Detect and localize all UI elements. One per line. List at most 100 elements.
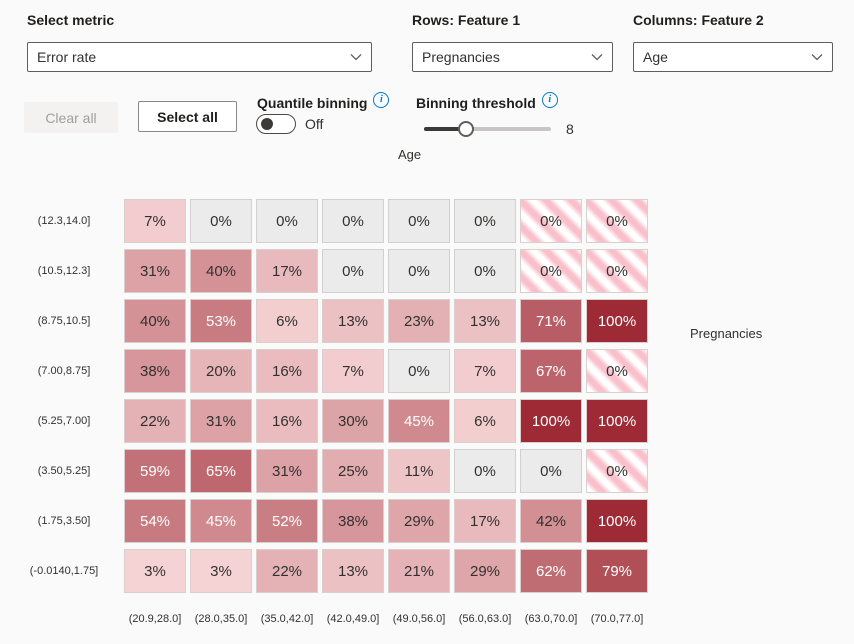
heatmap-cell[interactable]: 6% bbox=[454, 399, 516, 443]
quantile-binning-group: Quantile binning bbox=[257, 92, 390, 111]
quantile-binning-label: Quantile binning bbox=[257, 95, 368, 111]
clear-all-button[interactable]: Clear all bbox=[24, 102, 118, 133]
heatmap-cell[interactable]: 0% bbox=[190, 199, 252, 243]
heatmap-cell[interactable]: 42% bbox=[520, 499, 582, 543]
heatmap-cell[interactable]: 3% bbox=[124, 549, 186, 593]
heatmap-cell[interactable]: 0% bbox=[520, 199, 582, 243]
heatmap-cell[interactable]: 54% bbox=[124, 499, 186, 543]
heatmap-cell[interactable]: 22% bbox=[256, 549, 318, 593]
select-all-button[interactable]: Select all bbox=[138, 101, 237, 132]
heatmap-cell[interactable]: 0% bbox=[388, 199, 450, 243]
binning-threshold-value: 8 bbox=[566, 121, 574, 137]
heatmap-cell[interactable]: 13% bbox=[454, 299, 516, 343]
x-axis-title: Age bbox=[398, 147, 422, 162]
row-label: (5.25,7.00] bbox=[37, 415, 91, 427]
heatmap-cell[interactable]: 59% bbox=[124, 449, 186, 493]
heatmap-cell[interactable]: 40% bbox=[190, 249, 252, 293]
heatmap-cell[interactable]: 0% bbox=[256, 199, 318, 243]
heatmap-cell[interactable]: 100% bbox=[586, 399, 648, 443]
heatmap-cell[interactable]: 20% bbox=[190, 349, 252, 393]
row-label: (12.3,14.0] bbox=[37, 215, 91, 227]
heatmap-cell[interactable]: 0% bbox=[322, 199, 384, 243]
heatmap-cell[interactable]: 7% bbox=[454, 349, 516, 393]
column-label: (35.0,42.0] bbox=[260, 613, 314, 625]
heatmap-cell[interactable]: 0% bbox=[454, 249, 516, 293]
heatmap-cell[interactable]: 7% bbox=[124, 199, 186, 243]
heatmap-cell[interactable]: 16% bbox=[256, 399, 318, 443]
slider-track[interactable] bbox=[424, 127, 551, 131]
heatmap-cell[interactable]: 45% bbox=[388, 399, 450, 443]
heatmap-cell[interactable]: 52% bbox=[256, 499, 318, 543]
heatmap-cell[interactable]: 22% bbox=[124, 399, 186, 443]
chevron-down-icon bbox=[350, 53, 362, 61]
row-label: (10.5,12.3] bbox=[37, 265, 91, 277]
cols-feature-label: Columns: Feature 2 bbox=[633, 12, 764, 28]
cols-feature-dropdown-value: Age bbox=[643, 49, 668, 65]
heatmap-cell[interactable]: 38% bbox=[322, 499, 384, 543]
heatmap-cell[interactable]: 71% bbox=[520, 299, 582, 343]
slider-thumb[interactable] bbox=[457, 121, 474, 137]
cols-feature-dropdown[interactable]: Age bbox=[633, 42, 833, 72]
column-label: (28.0,35.0] bbox=[194, 613, 248, 625]
heatmap-cell[interactable]: 100% bbox=[586, 299, 648, 343]
heatmap-cell[interactable]: 21% bbox=[388, 549, 450, 593]
heatmap-cell[interactable]: 40% bbox=[124, 299, 186, 343]
toggle-knob-icon bbox=[261, 118, 273, 130]
heatmap-cell[interactable]: 0% bbox=[586, 199, 648, 243]
heatmap-cell[interactable]: 7% bbox=[322, 349, 384, 393]
column-label: (42.0,49.0] bbox=[326, 613, 380, 625]
metric-dropdown[interactable]: Error rate bbox=[27, 42, 372, 72]
heatmap-cell[interactable]: 16% bbox=[256, 349, 318, 393]
info-icon[interactable] bbox=[373, 92, 390, 108]
heatmap-cell[interactable]: 25% bbox=[322, 449, 384, 493]
heatmap-cell[interactable]: 31% bbox=[124, 249, 186, 293]
heatmap-cell[interactable]: 31% bbox=[190, 399, 252, 443]
rows-feature-dropdown[interactable]: Pregnancies bbox=[412, 42, 613, 72]
heatmap-cell[interactable]: 0% bbox=[454, 449, 516, 493]
quantile-binning-toggle[interactable] bbox=[256, 114, 296, 134]
column-label: (56.0,63.0] bbox=[458, 613, 512, 625]
binning-threshold-group: Binning threshold bbox=[416, 92, 558, 111]
row-label: (7.00,8.75] bbox=[37, 365, 91, 377]
heatmap-cell[interactable]: 0% bbox=[454, 199, 516, 243]
heatmap-cell[interactable]: 62% bbox=[520, 549, 582, 593]
heatmap-cell[interactable]: 0% bbox=[388, 249, 450, 293]
heatmap-cell[interactable]: 100% bbox=[520, 399, 582, 443]
info-icon[interactable] bbox=[541, 92, 558, 108]
heatmap-cell[interactable]: 100% bbox=[586, 499, 648, 543]
binning-threshold-slider[interactable] bbox=[424, 121, 551, 137]
heatmap-cell[interactable]: 29% bbox=[388, 499, 450, 543]
heatmap-cell[interactable]: 31% bbox=[256, 449, 318, 493]
heatmap-cell[interactable]: 67% bbox=[520, 349, 582, 393]
row-label: (1.75,3.50] bbox=[37, 515, 91, 527]
heatmap-cell[interactable]: 0% bbox=[388, 349, 450, 393]
heatmap-cell[interactable]: 0% bbox=[586, 449, 648, 493]
heatmap-cell[interactable]: 53% bbox=[190, 299, 252, 343]
heatmap-cell[interactable]: 17% bbox=[454, 499, 516, 543]
x-axis-labels: (20.9,28.0] (28.0,35.0] (35.0,42.0] (42.0,4… bbox=[124, 613, 648, 625]
heatmap-cell[interactable]: 6% bbox=[256, 299, 318, 343]
column-label: (70.0,77.0] bbox=[590, 613, 644, 625]
heatmap-cell[interactable]: 11% bbox=[388, 449, 450, 493]
heatmap-cell[interactable]: 45% bbox=[190, 499, 252, 543]
heatmap-cell[interactable]: 79% bbox=[586, 549, 648, 593]
heatmap-cell[interactable]: 0% bbox=[586, 349, 648, 393]
heatmap-cell[interactable]: 0% bbox=[520, 449, 582, 493]
heatmap-cell[interactable]: 13% bbox=[322, 299, 384, 343]
heatmap-cell[interactable]: 17% bbox=[256, 249, 318, 293]
row-label: (8.75,10.5] bbox=[37, 315, 91, 327]
heatmap-cell[interactable]: 0% bbox=[322, 249, 384, 293]
chevron-down-icon bbox=[811, 53, 823, 61]
heatmap-cell[interactable]: 13% bbox=[322, 549, 384, 593]
y-axis-title: Pregnancies bbox=[690, 326, 763, 341]
quantile-binning-state: Off bbox=[305, 116, 324, 132]
rows-feature-dropdown-value: Pregnancies bbox=[422, 49, 500, 65]
heatmap-cell[interactable]: 0% bbox=[586, 249, 648, 293]
heatmap-cell[interactable]: 0% bbox=[520, 249, 582, 293]
heatmap-cell[interactable]: 65% bbox=[190, 449, 252, 493]
heatmap-cell[interactable]: 30% bbox=[322, 399, 384, 443]
heatmap-cell[interactable]: 23% bbox=[388, 299, 450, 343]
heatmap-cell[interactable]: 3% bbox=[190, 549, 252, 593]
heatmap-cell[interactable]: 29% bbox=[454, 549, 516, 593]
heatmap-cell[interactable]: 38% bbox=[124, 349, 186, 393]
